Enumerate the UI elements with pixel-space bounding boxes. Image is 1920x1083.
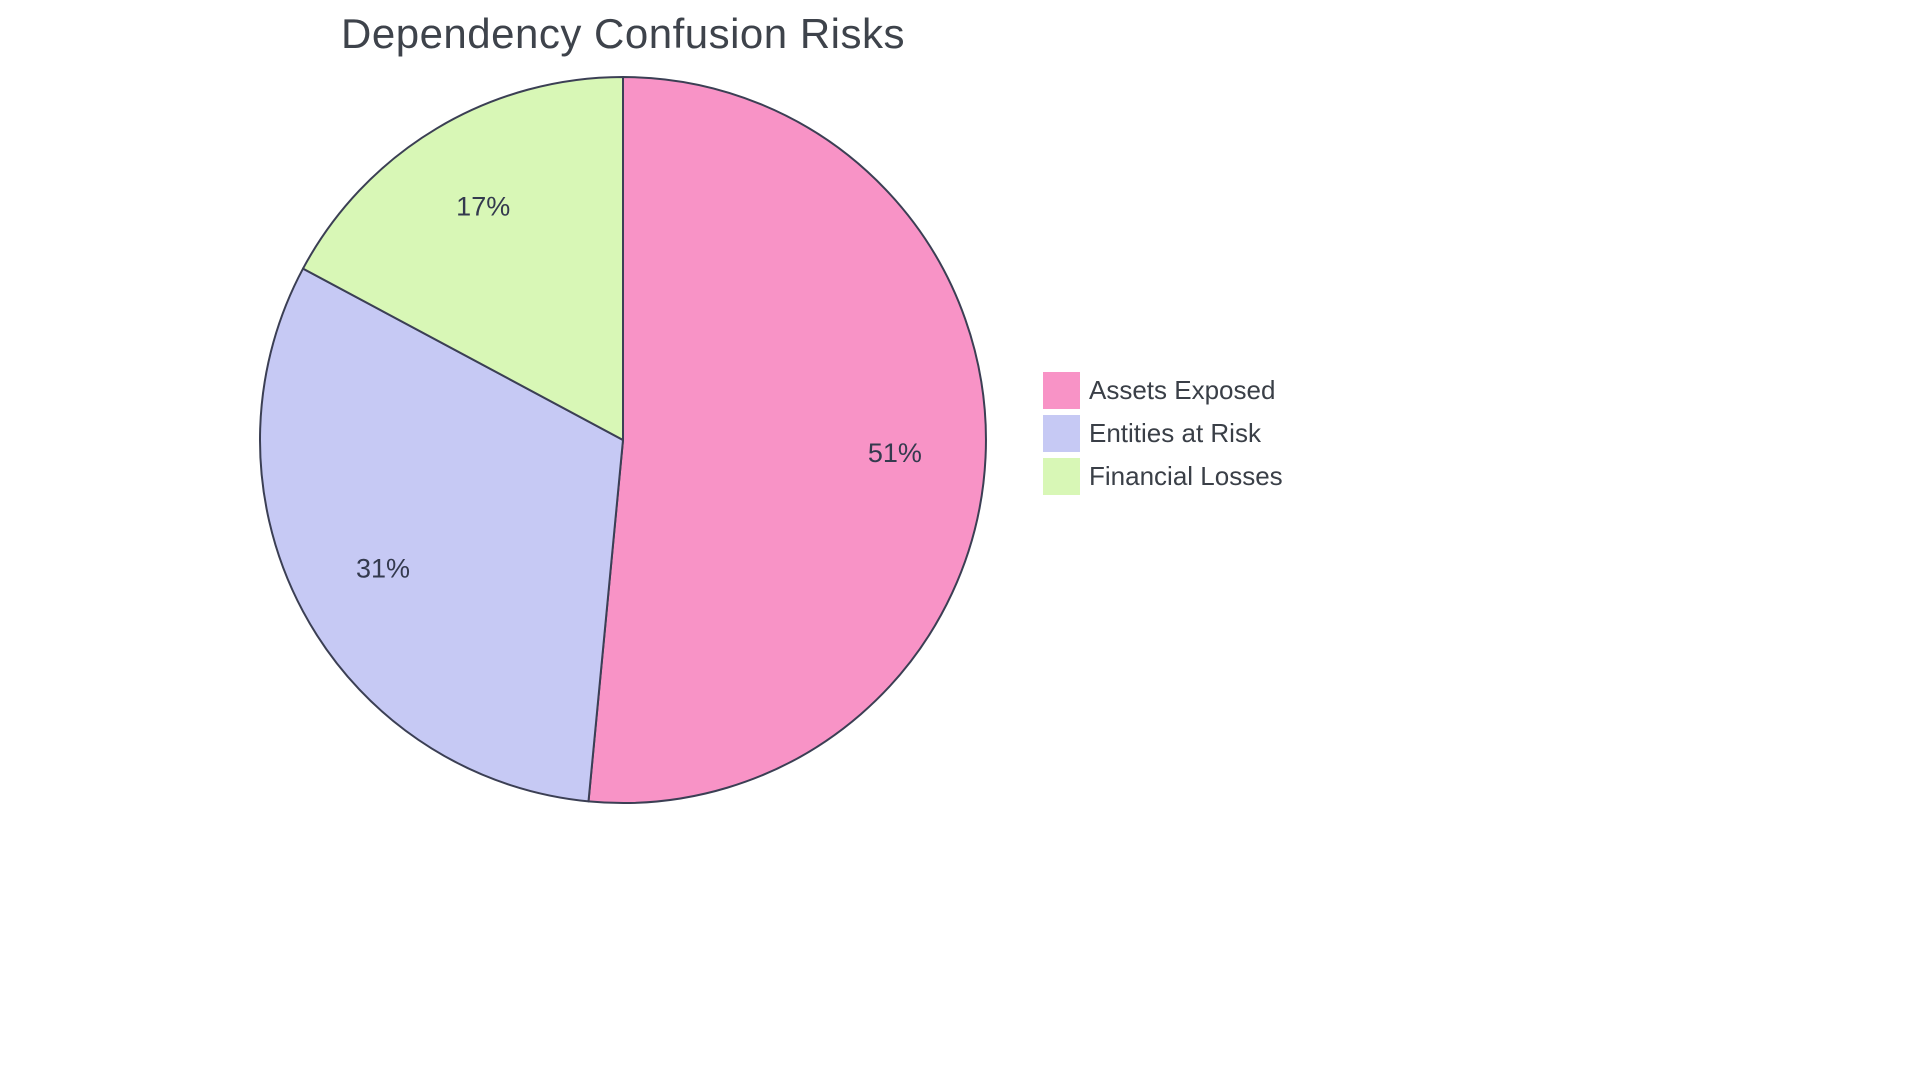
- chart-title: Dependency Confusion Risks: [341, 10, 905, 57]
- legend-swatch: [1043, 458, 1080, 495]
- legend-label: Financial Losses: [1089, 461, 1283, 491]
- legend: Assets Exposed Entities at Risk Financial …: [1043, 372, 1283, 495]
- legend-label: Assets Exposed: [1089, 375, 1276, 405]
- legend-label: Entities at Risk: [1089, 418, 1261, 448]
- legend-item-assets-exposed: Assets Exposed: [1043, 372, 1283, 409]
- slice-percent-label: 17%: [456, 191, 510, 221]
- pie-slice-assets-exposed: [587, 76, 987, 804]
- pie-slice-financial-losses: [302, 76, 624, 441]
- legend-swatch: [1043, 372, 1080, 409]
- pie-slice-entities-at-risk: [259, 267, 624, 803]
- legend-item-entities-at-risk: Entities at Risk: [1043, 415, 1283, 452]
- slice-percent-label: 31%: [356, 554, 410, 584]
- legend-item-financial-losses: Financial Losses: [1043, 458, 1283, 495]
- legend-swatch: [1043, 415, 1080, 452]
- slice-percent-label: 51%: [868, 438, 922, 468]
